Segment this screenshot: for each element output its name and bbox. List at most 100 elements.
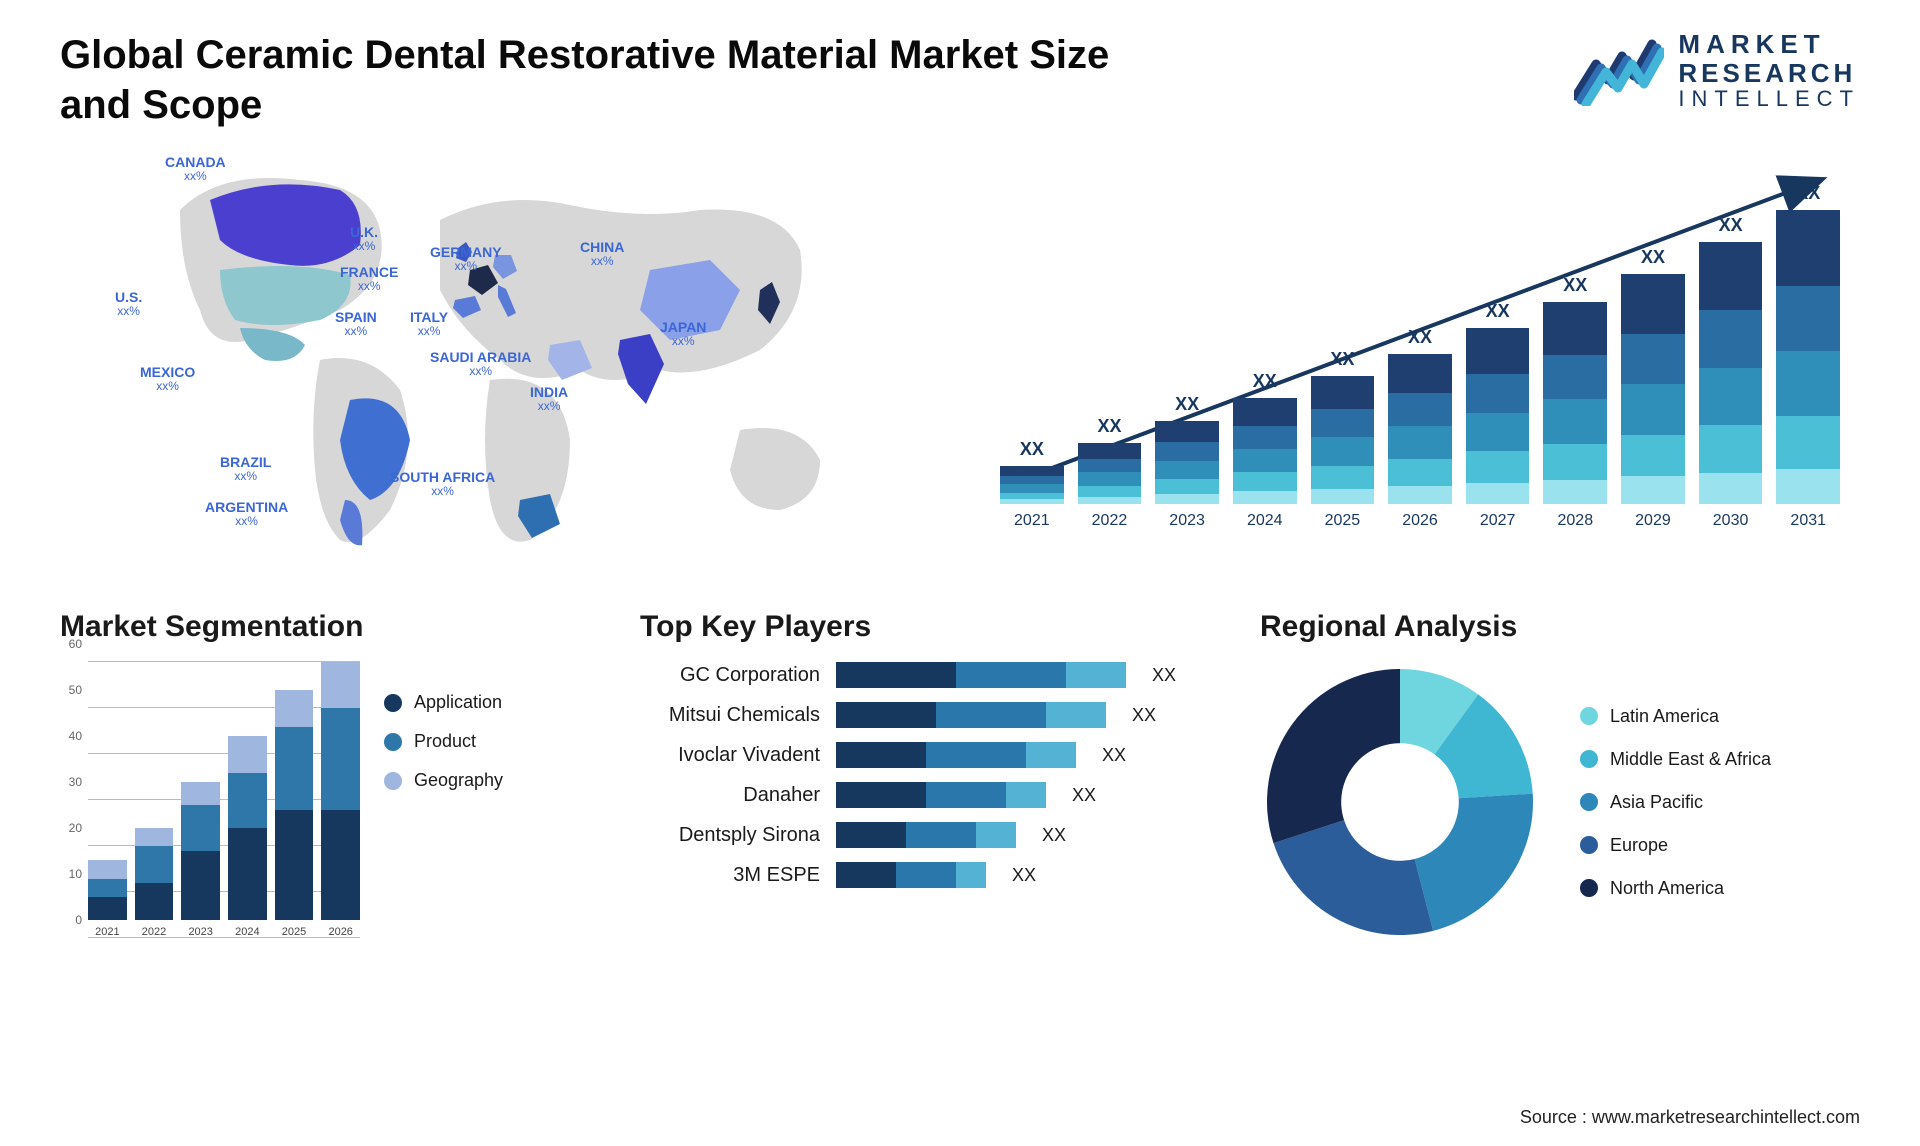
player-row: Ivoclar Vivadent XX — [640, 742, 1200, 768]
segmentation-title: Market Segmentation — [60, 610, 580, 644]
player-row: GC Corporation XX — [640, 662, 1200, 688]
growth-bar-2022: XX 2022 — [1078, 416, 1142, 530]
player-row: Danaher XX — [640, 782, 1200, 808]
seg-ytick: 40 — [69, 729, 82, 743]
legend-dot-icon — [1580, 879, 1598, 897]
regional-legend: Latin America Middle East & Africa Asia Pa… — [1580, 706, 1771, 899]
growth-bar-value: XX — [1563, 275, 1587, 296]
player-value: XX — [1042, 825, 1066, 846]
seg-ytick: 0 — [75, 913, 82, 927]
legend-label: Product — [414, 731, 476, 752]
map-label-canada: CANADAxx% — [165, 155, 226, 184]
donut-slice — [1267, 669, 1400, 843]
player-name: Danaher — [640, 784, 820, 807]
growth-bar-value: XX — [1486, 301, 1510, 322]
legend-dot-icon — [384, 733, 402, 751]
player-bar — [836, 742, 1076, 768]
growth-bar-year: 2031 — [1790, 512, 1826, 530]
growth-bar-value: XX — [1020, 439, 1044, 460]
seg-bar-year: 2025 — [282, 926, 306, 938]
players-chart: GC CorporationXXMitsui ChemicalsXXIvocla… — [640, 662, 1200, 888]
growth-bar-2023: XX 2023 — [1155, 394, 1219, 530]
player-bar — [836, 782, 1046, 808]
brand-logo: MARKET RESEARCH INTELLECT — [1574, 30, 1860, 111]
legend-dot-icon — [1580, 793, 1598, 811]
player-row: 3M ESPE XX — [640, 862, 1200, 888]
growth-bar-year: 2021 — [1014, 512, 1050, 530]
legend-label: Europe — [1610, 835, 1668, 856]
legend-label: Middle East & Africa — [1610, 749, 1771, 770]
seg-bar-2021: 2021 — [88, 860, 127, 938]
page-title: Global Ceramic Dental Restorative Materi… — [60, 30, 1160, 130]
growth-bar-value: XX — [1641, 247, 1665, 268]
player-value: XX — [1132, 705, 1156, 726]
growth-bar-2029: XX 2029 — [1621, 247, 1685, 530]
growth-chart: XX2021XX2022XX2023XX2024XX2025XX2026XX20… — [960, 150, 1860, 570]
seg-bar-year: 2024 — [235, 926, 259, 938]
growth-bar-value: XX — [1796, 183, 1820, 204]
legend-label: Asia Pacific — [1610, 792, 1703, 813]
map-label-us: U.S.xx% — [115, 290, 142, 319]
growth-bar-value: XX — [1408, 327, 1432, 348]
growth-bar-year: 2029 — [1635, 512, 1671, 530]
player-value: XX — [1072, 785, 1096, 806]
player-value: XX — [1102, 745, 1126, 766]
region-mexico — [240, 328, 305, 361]
growth-bar-value: XX — [1097, 416, 1121, 437]
growth-bar-year: 2030 — [1713, 512, 1749, 530]
growth-bar-value: XX — [1175, 394, 1199, 415]
player-name: Mitsui Chemicals — [640, 704, 820, 727]
regional-legend-item: Europe — [1580, 835, 1771, 856]
player-name: GC Corporation — [640, 664, 820, 687]
map-label-japan: JAPANxx% — [660, 320, 706, 349]
players-panel: Top Key Players GC CorporationXXMitsui C… — [640, 610, 1200, 962]
player-bar — [836, 662, 1126, 688]
seg-legend-item: Application — [384, 692, 503, 713]
growth-bar-year: 2023 — [1169, 512, 1205, 530]
seg-bar-year: 2022 — [142, 926, 166, 938]
player-value: XX — [1012, 865, 1036, 886]
legend-dot-icon — [1580, 707, 1598, 725]
growth-bar-year: 2024 — [1247, 512, 1283, 530]
growth-bar-2025: XX2025 — [1311, 349, 1375, 530]
player-row: Dentsply Sirona XX — [640, 822, 1200, 848]
legend-dot-icon — [384, 772, 402, 790]
player-bar — [836, 862, 986, 888]
player-row: Mitsui Chemicals XX — [640, 702, 1200, 728]
player-name: Ivoclar Vivadent — [640, 744, 820, 767]
growth-bar-2027: XX 2027 — [1466, 301, 1530, 530]
players-title: Top Key Players — [640, 610, 1200, 644]
regional-legend-item: Latin America — [1580, 706, 1771, 727]
legend-dot-icon — [1580, 836, 1598, 854]
seg-legend-item: Geography — [384, 770, 503, 791]
growth-bar-value: XX — [1719, 215, 1743, 236]
legend-dot-icon — [1580, 750, 1598, 768]
seg-ytick: 20 — [69, 821, 82, 835]
growth-bar-year: 2022 — [1092, 512, 1128, 530]
player-name: 3M ESPE — [640, 864, 820, 887]
growth-bar-2021: XX 2021 — [1000, 439, 1064, 530]
seg-bar-year: 2021 — [95, 926, 119, 938]
player-value: XX — [1152, 665, 1176, 686]
map-label-safrica: SOUTH AFRICAxx% — [390, 470, 495, 499]
growth-bar-2030: XX 2030 — [1699, 215, 1763, 530]
legend-label: North America — [1610, 878, 1724, 899]
growth-bar-value: XX — [1330, 349, 1354, 370]
growth-bar-2028: XX 2028 — [1543, 275, 1607, 530]
map-label-germany: GERMANYxx% — [430, 245, 502, 274]
growth-bar-2031: XX 2031 — [1776, 183, 1840, 530]
seg-bar-2023: 2023 — [181, 782, 220, 938]
map-label-china: CHINAxx% — [580, 240, 624, 269]
map-label-uk: U.K.xx% — [350, 225, 378, 254]
map-label-india: INDIAxx% — [530, 385, 568, 414]
segmentation-panel: Market Segmentation 0102030405060 202120… — [60, 610, 580, 962]
growth-bar-year: 2026 — [1402, 512, 1438, 530]
map-label-mexico: MEXICOxx% — [140, 365, 195, 394]
player-name: Dentsply Sirona — [640, 824, 820, 847]
seg-ytick: 30 — [69, 775, 82, 789]
growth-bar-year: 2027 — [1480, 512, 1516, 530]
segmentation-legend: Application Product Geography — [384, 662, 503, 962]
seg-bar-year: 2023 — [188, 926, 212, 938]
growth-bar-year: 2028 — [1558, 512, 1594, 530]
seg-ytick: 60 — [69, 637, 82, 651]
